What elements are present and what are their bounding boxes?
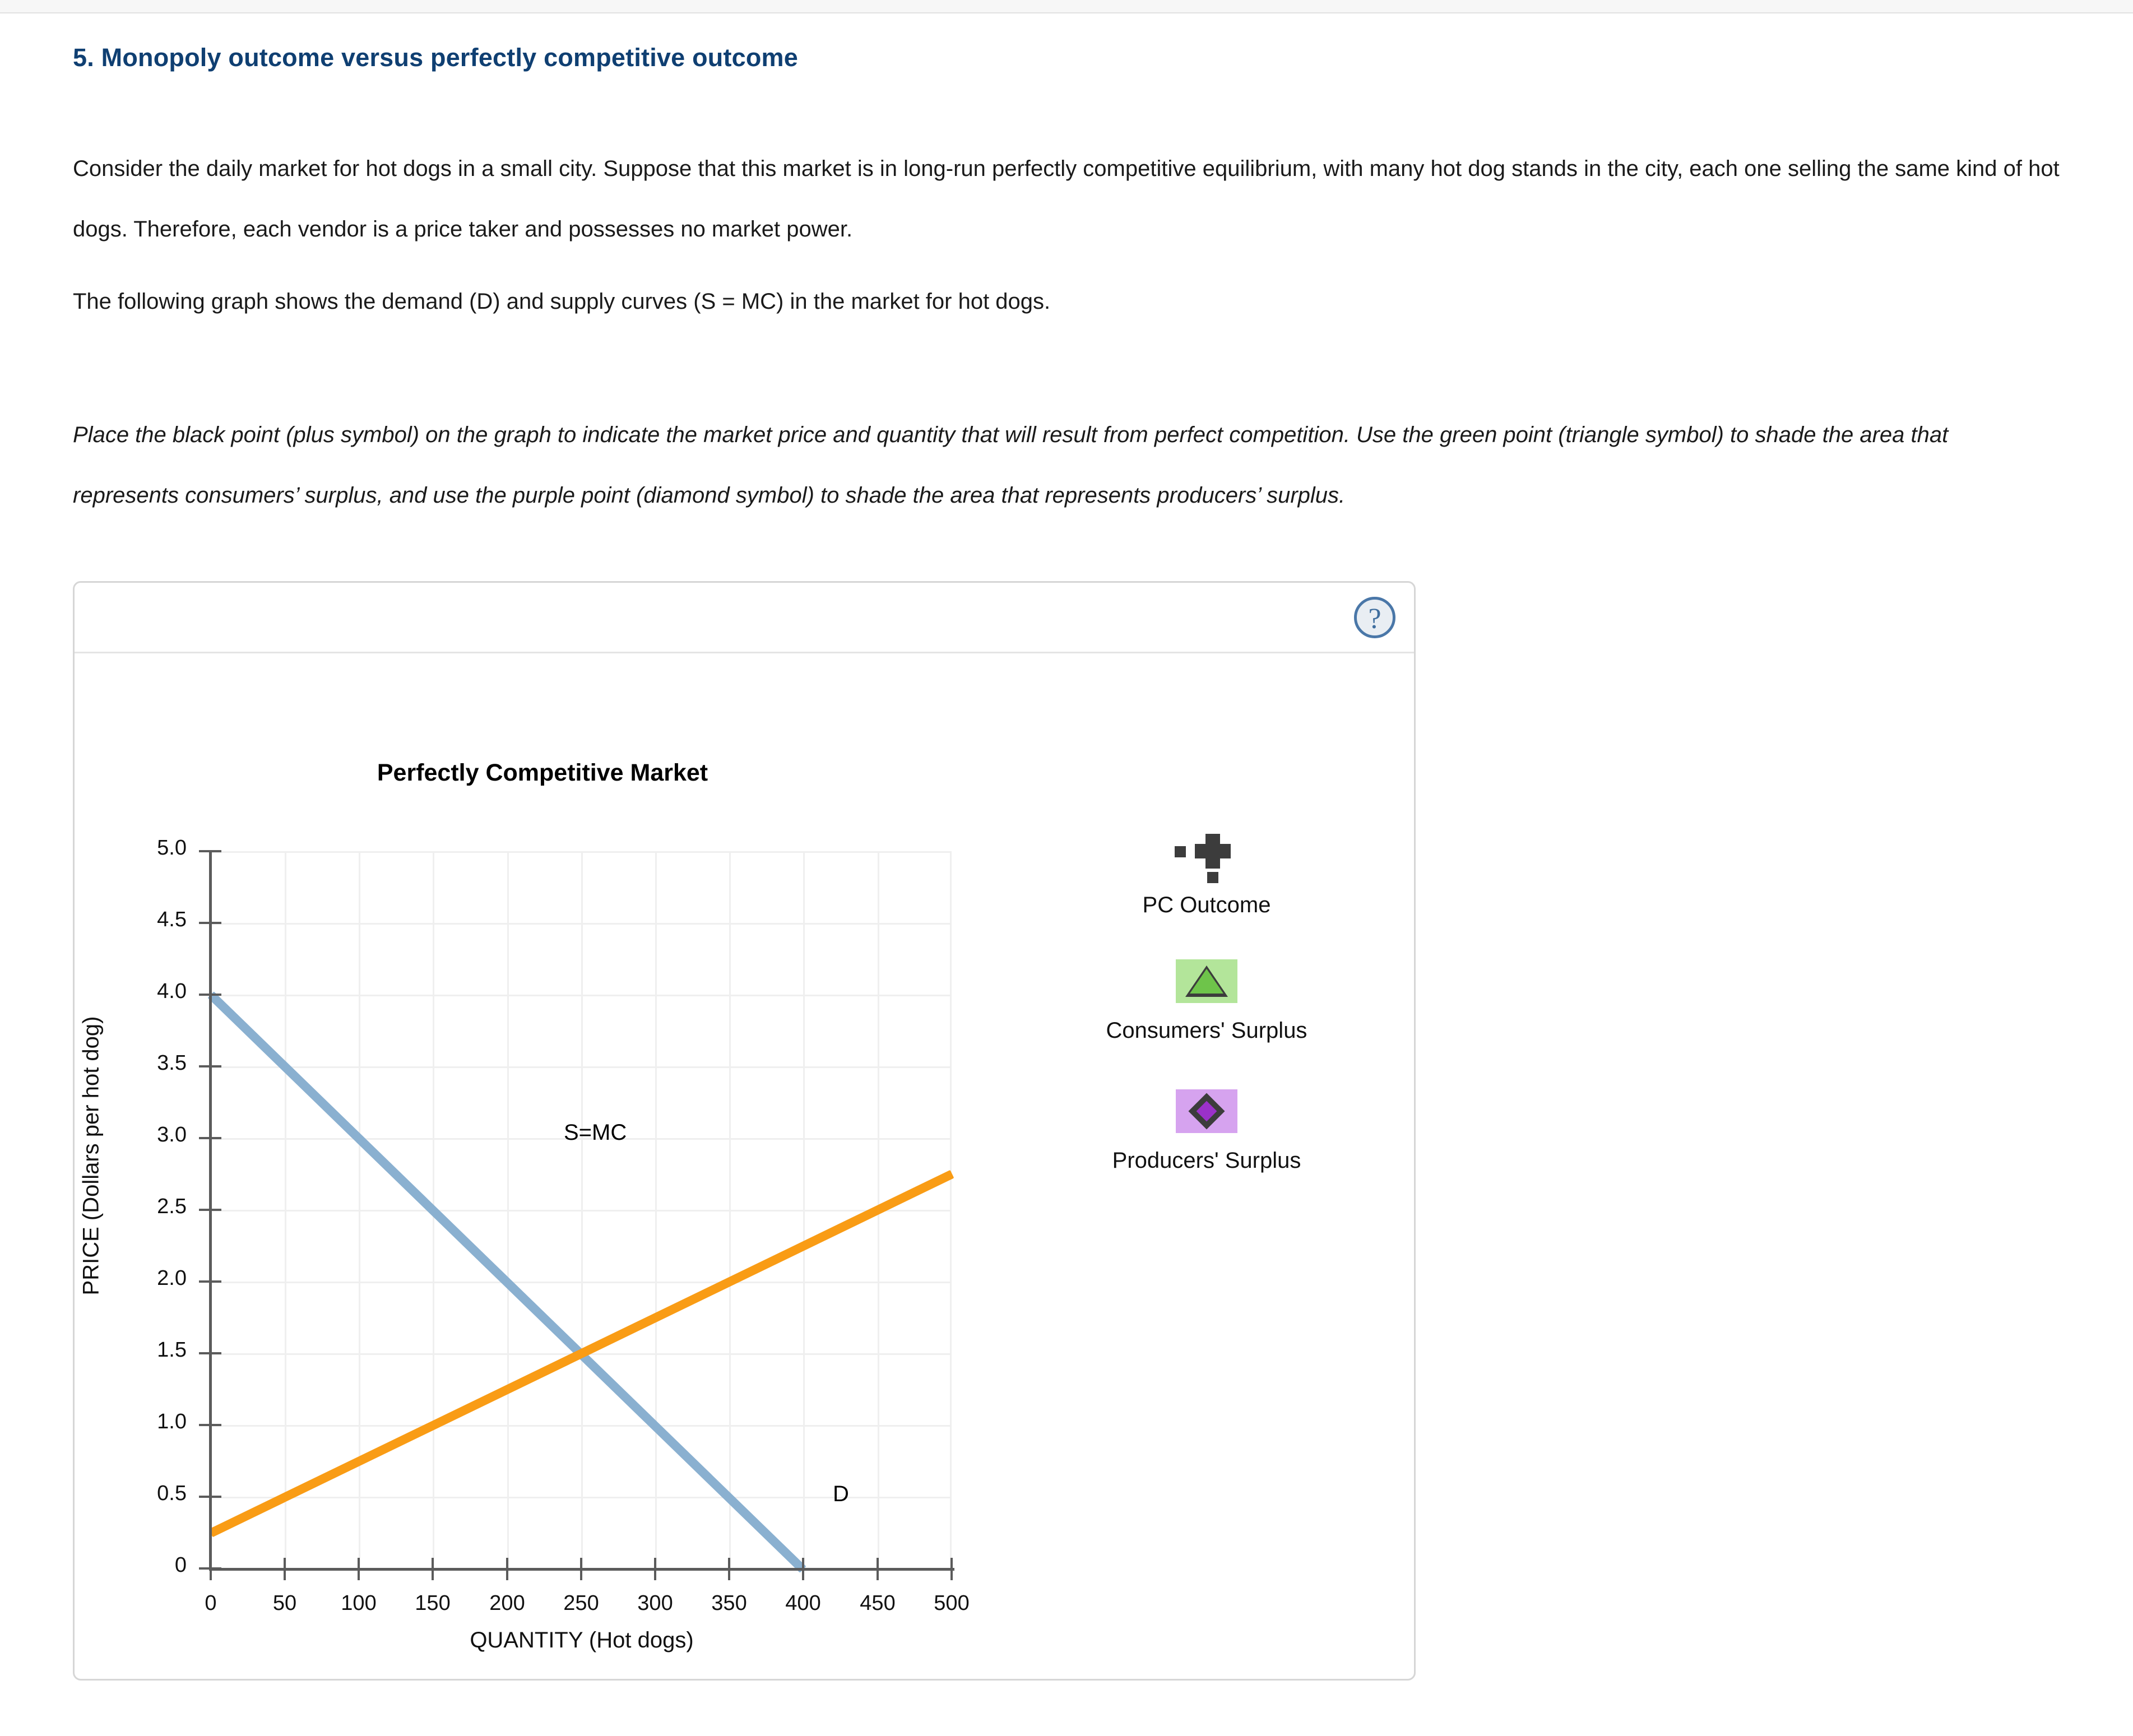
y-axis-label-value: 0.5 xyxy=(157,1482,187,1505)
gridline-vertical xyxy=(285,851,286,1569)
x-axis-title: QUANTITY (Hot dogs) xyxy=(470,1628,694,1653)
y-axis-label-value: 1.5 xyxy=(157,1338,187,1362)
x-axis-label-value: 500 xyxy=(934,1591,970,1615)
y-axis-title: PRICE (Dollars per hot dog) xyxy=(78,1016,104,1296)
triangle-symbol-icon[interactable] xyxy=(1176,959,1237,1003)
x-axis-tick xyxy=(877,1558,879,1580)
chart-title: Perfectly Competitive Market xyxy=(377,759,708,786)
plus-symbol-icon[interactable] xyxy=(1170,829,1243,883)
gridline-vertical xyxy=(507,851,509,1569)
x-axis-tick xyxy=(506,1558,508,1580)
x-axis-tick xyxy=(432,1558,434,1580)
x-axis-label-value: 150 xyxy=(415,1591,451,1615)
palette-item-consumers-surplus[interactable]: Consumers' Surplus xyxy=(1027,959,1386,1043)
gridline-vertical xyxy=(803,851,805,1569)
y-axis-label-value: 3.0 xyxy=(157,1123,187,1146)
chart-plot-area: S=MC D xyxy=(207,851,954,1573)
x-axis-label-value: 400 xyxy=(785,1591,821,1615)
y-axis-tick xyxy=(199,1137,221,1139)
y-axis-tick xyxy=(199,1209,221,1211)
browser-top-strip xyxy=(0,0,2133,13)
x-axis-label-value: 200 xyxy=(489,1591,525,1615)
x-axis-tick xyxy=(284,1558,286,1580)
x-axis-tick xyxy=(210,1558,212,1580)
intro-paragraph: Consider the daily market for hot dogs i… xyxy=(73,156,2060,242)
y-axis-tick xyxy=(199,1280,221,1283)
gridline-vertical xyxy=(655,851,657,1569)
x-axis-label-value: 450 xyxy=(860,1591,896,1615)
page-title: 5. Monopoly outcome versus perfectly com… xyxy=(73,43,798,72)
gridline-vertical xyxy=(581,851,583,1569)
gridline-vertical xyxy=(950,851,952,1569)
palette-item-pc-outcome[interactable]: PC Outcome xyxy=(1027,829,1386,918)
y-axis-tick xyxy=(199,994,221,996)
x-axis-tick xyxy=(802,1558,804,1580)
y-axis-label-value: 2.0 xyxy=(157,1266,187,1290)
instruction-paragraph: Place the black point (plus symbol) on t… xyxy=(73,423,1949,508)
x-axis-tick xyxy=(580,1558,582,1580)
graph-card: ? Perfectly Competitive Market xyxy=(73,581,1416,1681)
palette-label-consumers-surplus: Consumers' Surplus xyxy=(1106,1018,1307,1043)
y-axis-tick xyxy=(199,1496,221,1498)
question-mark-icon[interactable]: ? xyxy=(1354,597,1395,638)
graph-card-header: ? xyxy=(75,583,1414,653)
y-axis-tick xyxy=(199,1352,221,1354)
x-axis-label-value: 300 xyxy=(637,1591,673,1615)
y-axis-line xyxy=(209,851,212,1571)
y-axis-label-value: 4.5 xyxy=(157,908,187,931)
x-axis-tick xyxy=(654,1558,656,1580)
diamond-symbol-icon[interactable] xyxy=(1176,1089,1237,1133)
x-axis-tick xyxy=(358,1558,360,1580)
gridline-vertical xyxy=(729,851,731,1569)
palette-label-producers-surplus: Producers' Surplus xyxy=(1112,1148,1301,1173)
y-axis-label-value: 3.5 xyxy=(157,1051,187,1075)
x-axis-label-value: 50 xyxy=(272,1591,297,1615)
supply-curve-label: S=MC xyxy=(564,1120,627,1145)
x-axis-label-value: 100 xyxy=(341,1591,377,1615)
x-axis-label-value: 350 xyxy=(711,1591,747,1615)
y-axis-tick xyxy=(199,922,221,924)
x-axis-tick xyxy=(728,1558,730,1580)
y-axis-tick xyxy=(199,1065,221,1067)
x-axis-label-value: 250 xyxy=(563,1591,599,1615)
y-axis-label-value: 4.0 xyxy=(157,980,187,1003)
y-axis-label-value: 2.5 xyxy=(157,1195,187,1218)
demand-curve-label: D xyxy=(833,1482,849,1506)
x-axis-label-value: 0 xyxy=(205,1591,217,1615)
palette-item-producers-surplus[interactable]: Producers' Surplus xyxy=(1027,1089,1386,1173)
y-axis-label-value: 5.0 xyxy=(157,836,187,860)
gridline-vertical xyxy=(359,851,360,1569)
y-axis-label-value: 1.0 xyxy=(157,1410,187,1433)
y-axis-tick xyxy=(199,1424,221,1426)
x-axis-tick xyxy=(950,1558,953,1580)
y-axis-tick xyxy=(199,850,221,852)
palette-label-pc-outcome: PC Outcome xyxy=(1142,893,1271,917)
graph-description-paragraph: The following graph shows the demand (D)… xyxy=(73,289,1051,314)
y-axis-label-value: 0 xyxy=(174,1553,187,1577)
